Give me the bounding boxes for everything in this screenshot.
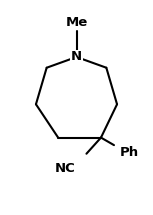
Text: NC: NC — [55, 162, 75, 175]
Text: Me: Me — [65, 16, 88, 29]
Text: N: N — [71, 51, 82, 63]
Text: Ph: Ph — [120, 146, 139, 159]
